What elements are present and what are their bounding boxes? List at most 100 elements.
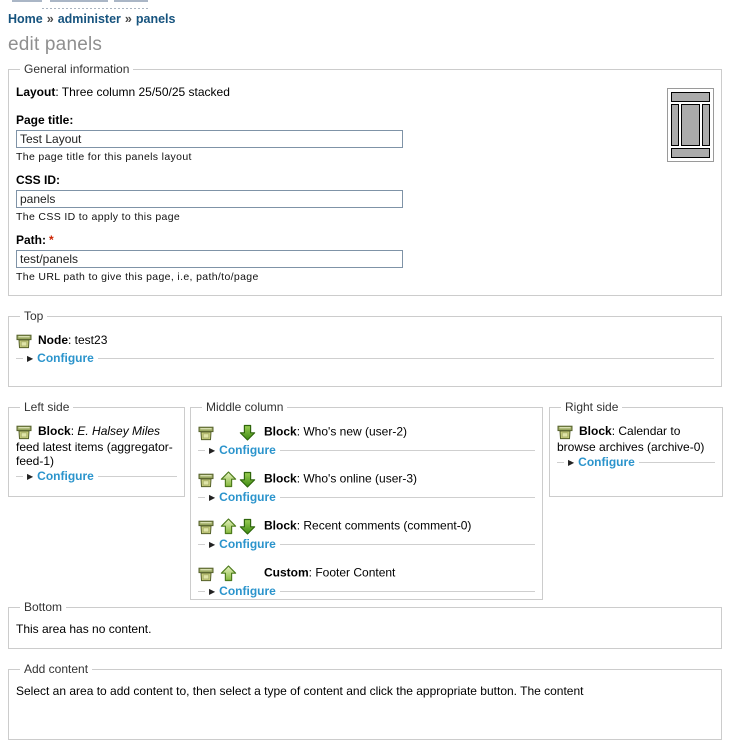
- right-side-fieldset: Right side Block: Calendar to browse arc…: [549, 400, 723, 497]
- move-up-icon[interactable]: [220, 518, 237, 535]
- panel-item-left-block: Block: E. Halsey Miles feed latest items…: [16, 424, 177, 484]
- configure-collapsed-fieldset: ▶ Configure: [557, 456, 715, 470]
- layout-thumbnail: [667, 88, 714, 162]
- configure-collapsed-fieldset: ▶ Configure: [198, 585, 535, 599]
- item-type-label: Node: [38, 333, 68, 348]
- item-title-emphasis: E. Halsey Miles: [77, 424, 161, 439]
- item-type-label: Block: [579, 424, 612, 439]
- configure-link[interactable]: Configure: [37, 469, 94, 483]
- item-line: Block: Calendar to browse archives (arch…: [557, 424, 715, 454]
- breadcrumb-link-home[interactable]: Home: [8, 12, 43, 26]
- configure-link[interactable]: Configure: [37, 351, 94, 365]
- path-input[interactable]: [16, 250, 403, 268]
- configure-link[interactable]: Configure: [578, 455, 635, 469]
- breadcrumb-link-administer[interactable]: administer: [57, 12, 121, 26]
- top-area-legend: Top: [24, 309, 44, 323]
- configure-rule: [198, 591, 535, 592]
- trash-icon[interactable]: [198, 472, 214, 488]
- move-down-placeholder: [239, 576, 256, 577]
- panel-item-whos-online: Block: Who's online (user-3) ▶ Configure: [198, 471, 535, 505]
- item-line: Node: test23: [16, 333, 714, 349]
- item-line: Block: E. Halsey Miles feed latest items…: [16, 424, 177, 468]
- panel-item-recent-comments: Block: Recent comments (comment-0) ▶ Conf…: [198, 518, 535, 552]
- trash-icon[interactable]: [198, 566, 214, 582]
- configure-collapsed-fieldset: ▶ Configure: [198, 538, 535, 552]
- configure-collapsed-fieldset: ▶ Configure: [16, 470, 177, 484]
- collapsed-arrow-icon: ▶: [209, 446, 216, 455]
- item-type-label: Custom: [264, 565, 309, 580]
- configure-link[interactable]: Configure: [219, 584, 276, 598]
- item-type-label: Block: [38, 424, 71, 439]
- layout-thumb-center-col: [681, 104, 700, 146]
- label-colon: :: [296, 471, 304, 486]
- trash-icon[interactable]: [557, 424, 573, 440]
- move-down-icon[interactable]: [239, 518, 256, 535]
- collapsed-arrow-icon: ▶: [209, 587, 216, 596]
- move-down-icon[interactable]: [239, 471, 256, 488]
- add-content-legend: Add content: [24, 662, 89, 676]
- layout-thumb-right-col: [702, 104, 710, 146]
- label-colon: :: [68, 333, 75, 348]
- cropped-tabs-artifact: [8, 0, 722, 10]
- configure-link[interactable]: Configure: [219, 443, 276, 457]
- item-title: feed latest items (aggregator-feed-1): [16, 440, 173, 468]
- item-title: Calendar to browse archives (archive-0): [557, 424, 705, 454]
- css-id-help: The CSS ID to apply to this page: [16, 211, 181, 223]
- move-up-placeholder: [220, 435, 237, 436]
- panel-item-top-node: Node: test23 ▶ Configure: [16, 333, 714, 366]
- trash-icon[interactable]: [16, 333, 32, 349]
- general-information-fieldset: General information Layout: Three column…: [8, 62, 722, 296]
- collapsed-arrow-icon: ▶: [27, 354, 34, 363]
- layout-label: Layout: [16, 85, 56, 99]
- item-type-label: Block: [264, 518, 297, 533]
- collapsed-arrow-icon: ▶: [209, 493, 216, 502]
- configure-rule: [198, 450, 535, 451]
- css-id-form-item: CSS ID: The CSS ID to apply to this page: [16, 173, 714, 223]
- trash-icon[interactable]: [198, 519, 214, 535]
- item-type-label: Block: [264, 471, 297, 486]
- page-title: edit panels: [8, 34, 103, 55]
- configure-collapsed-fieldset: ▶ Configure: [198, 491, 535, 505]
- label-colon: :: [296, 424, 304, 439]
- right-side-legend: Right side: [565, 400, 619, 414]
- collapsed-arrow-icon: ▶: [568, 458, 575, 467]
- trash-icon[interactable]: [198, 425, 214, 441]
- layout-thumb-left-col: [671, 104, 679, 146]
- breadcrumb: Home» administer» panels: [8, 12, 722, 26]
- panel-item-footer-content: Custom: Footer Content ▶ Configure: [198, 565, 535, 599]
- item-line: Custom: Footer Content: [198, 565, 535, 582]
- breadcrumb-separator: »: [124, 12, 132, 26]
- path-help: The URL path to give this page, i.e, pat…: [16, 271, 259, 283]
- left-side-fieldset: Left side Block: E. Halsey Miles feed la…: [8, 400, 185, 497]
- configure-link[interactable]: Configure: [219, 537, 276, 551]
- layout-thumb-top-bar: [671, 92, 710, 102]
- breadcrumb-link-panels[interactable]: panels: [135, 12, 176, 26]
- configure-rule: [198, 544, 535, 545]
- configure-collapsed-fieldset: ▶ Configure: [198, 444, 535, 458]
- item-line: Block: Who's new (user-2): [198, 424, 535, 441]
- move-up-icon[interactable]: [220, 565, 237, 582]
- middle-column-fieldset: Middle column Block: Who's new (user-2) …: [190, 400, 543, 600]
- item-line: Block: Recent comments (comment-0): [198, 518, 535, 535]
- breadcrumb-separator: »: [46, 12, 54, 26]
- css-id-input[interactable]: [16, 190, 403, 208]
- move-up-icon[interactable]: [220, 471, 237, 488]
- page-title-form-item: Page title: The page title for this pane…: [16, 113, 714, 163]
- page-title-input[interactable]: [16, 130, 403, 148]
- label-colon: :: [308, 565, 316, 580]
- page-title-help: The page title for this panels layout: [16, 151, 192, 163]
- required-marker: *: [49, 233, 54, 247]
- configure-link[interactable]: Configure: [219, 490, 276, 504]
- layout-value: Three column 25/50/25 stacked: [61, 85, 230, 99]
- page-title-label: Page title:: [16, 113, 74, 127]
- move-down-icon[interactable]: [239, 424, 256, 441]
- trash-icon[interactable]: [16, 424, 32, 440]
- layout-summary: Layout: Three column 25/50/25 stacked: [16, 85, 714, 99]
- item-title: Recent comments (comment-0): [303, 518, 472, 533]
- general-information-legend: General information: [24, 62, 130, 76]
- item-title: Who's new (user-2): [303, 424, 408, 439]
- css-id-label: CSS ID:: [16, 173, 61, 187]
- left-side-legend: Left side: [24, 400, 70, 414]
- configure-collapsed-fieldset: ▶ Configure: [16, 352, 714, 366]
